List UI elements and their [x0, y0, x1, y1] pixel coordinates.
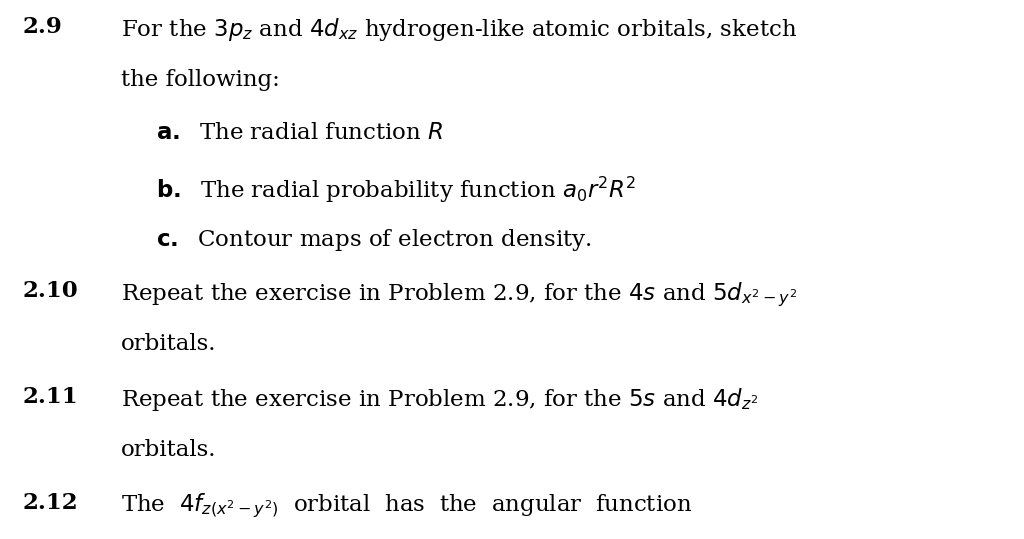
Text: 2.12: 2.12	[23, 492, 78, 514]
Text: $\bf{b}$$\bf{.}$  The radial probability function $a_0r^2R^2$: $\bf{b}$$\bf{.}$ The radial probability …	[156, 175, 636, 205]
Text: orbitals.: orbitals.	[121, 439, 216, 461]
Text: the following:: the following:	[121, 69, 280, 91]
Text: The  $4f_{z(x^2-y^2)}$  orbital  has  the  angular  function: The $4f_{z(x^2-y^2)}$ orbital has the an…	[121, 492, 692, 520]
Text: $\bf{c}$$\bf{.}$  Contour maps of electron density.: $\bf{c}$$\bf{.}$ Contour maps of electro…	[156, 227, 592, 253]
Text: 2.10: 2.10	[23, 280, 78, 302]
Text: 2.11: 2.11	[23, 386, 78, 408]
Text: 2.9: 2.9	[23, 16, 62, 38]
Text: Repeat the exercise in Problem 2.9, for the $4s$ and $5d_{x^2-y^2}$: Repeat the exercise in Problem 2.9, for …	[121, 280, 797, 309]
Text: orbitals.: orbitals.	[121, 333, 216, 355]
Text: Repeat the exercise in Problem 2.9, for the $5s$ and $4d_{z^2}$: Repeat the exercise in Problem 2.9, for …	[121, 386, 759, 413]
Text: For the $3p_z$ and $4d_{xz}$ hydrogen-like atomic orbitals, sketch: For the $3p_z$ and $4d_{xz}$ hydrogen-li…	[121, 16, 797, 43]
Text: $\bf{a}$$\bf{.}$  The radial function $R$: $\bf{a}$$\bf{.}$ The radial function $R$	[156, 122, 443, 144]
